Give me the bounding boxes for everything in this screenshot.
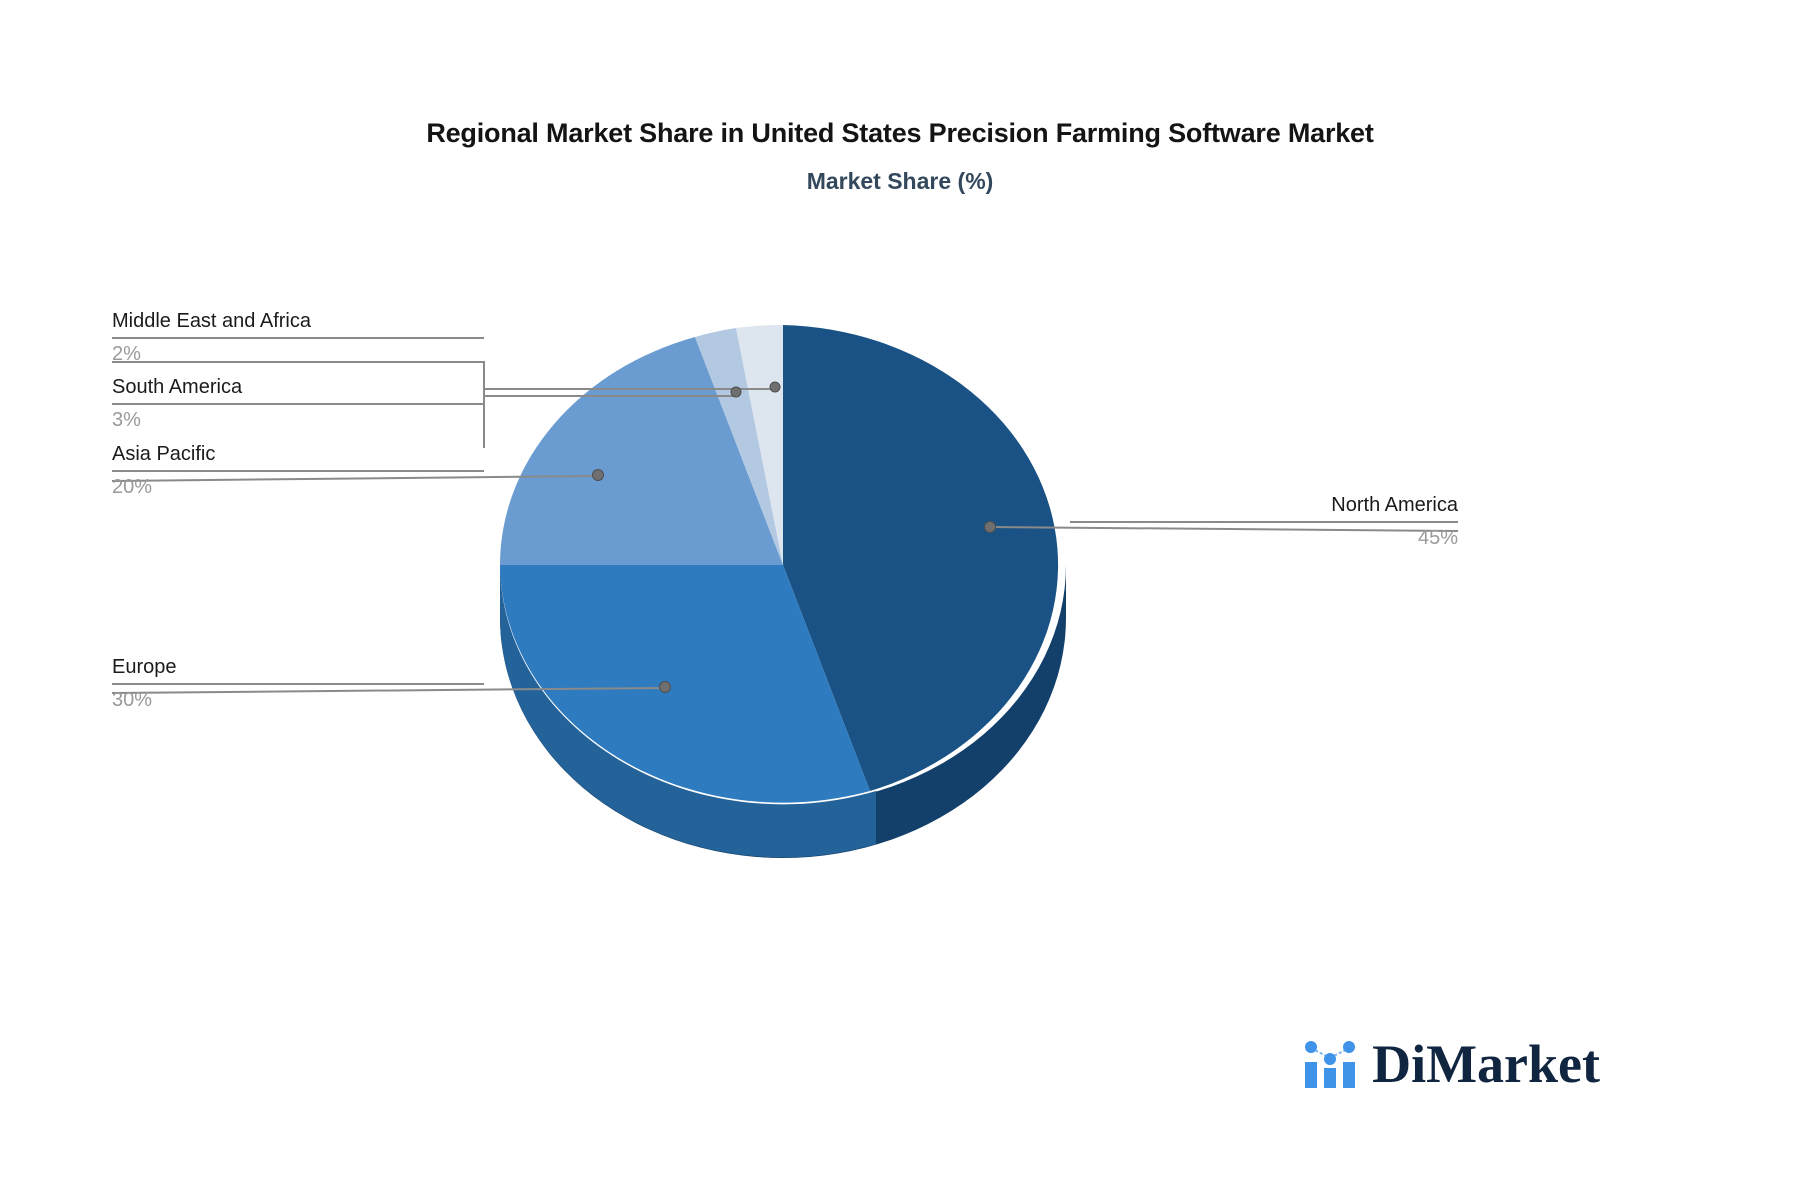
leader-dot-middle-east-and-africa: [769, 381, 781, 393]
callout-south-america[interactable]: South America 3%: [112, 374, 484, 433]
callout-label-asia-pacific: Asia Pacific: [112, 443, 216, 465]
callout-rule: [112, 470, 484, 472]
pie-slice-north-america[interactable]: [783, 325, 1059, 791]
callout-north-america[interactable]: North America 45%: [1070, 492, 1458, 551]
callout-value-asia-pacific: 20%: [112, 476, 153, 498]
pie-slice-europe[interactable]: [500, 565, 870, 803]
pie-slice-south-america[interactable]: [695, 328, 783, 565]
callout-label-middle-east-and-africa: Middle East and Africa: [112, 310, 311, 332]
leader-dot-asia-pacific: [592, 469, 604, 481]
callout-asia-pacific[interactable]: Asia Pacific 20%: [112, 441, 484, 500]
callout-rule: [112, 683, 484, 685]
callout-value-middle-east-and-africa: 2%: [112, 343, 141, 365]
callout-label-north-america: North America: [1331, 494, 1458, 516]
brand-logo: DiMarket: [1180, 1020, 1600, 1108]
callout-europe[interactable]: Europe 30%: [112, 654, 484, 713]
callout-rule: [1070, 521, 1458, 523]
pie-3d-base: [500, 565, 1066, 858]
leader-line-europe: [111, 687, 666, 694]
leader-bracket-small-slices: [112, 361, 485, 448]
brand-name: DiMarket: [1372, 1034, 1600, 1094]
callout-label-south-america: South America: [112, 376, 243, 398]
callout-rule: [112, 403, 484, 405]
callout-middle-east-and-africa[interactable]: Middle East and Africa 2%: [112, 308, 484, 367]
leader-dots: [592, 381, 996, 693]
callout-rule: [112, 337, 484, 339]
pie-slices: [500, 324, 1059, 803]
callout-value-south-america: 3%: [112, 409, 141, 431]
bar-chart-dots-icon: [1305, 1041, 1356, 1088]
leader-line-asia-pacific: [111, 475, 599, 482]
callout-value-europe: 30%: [112, 689, 153, 711]
leader-dot-north-america: [984, 521, 996, 533]
callout-label-europe: Europe: [112, 656, 177, 678]
leader-dot-europe: [659, 681, 671, 693]
chart-title: Regional Market Share in United States P…: [426, 118, 1374, 148]
callout-value-north-america: 45%: [1417, 527, 1458, 549]
leader-dot-south-america: [730, 386, 742, 398]
pie-slice-asia-pacific[interactable]: [500, 337, 783, 565]
chart-subtitle: Market Share (%): [806, 168, 994, 194]
leader-line-north-america: [989, 526, 1459, 532]
leader-lines: [111, 361, 1459, 694]
